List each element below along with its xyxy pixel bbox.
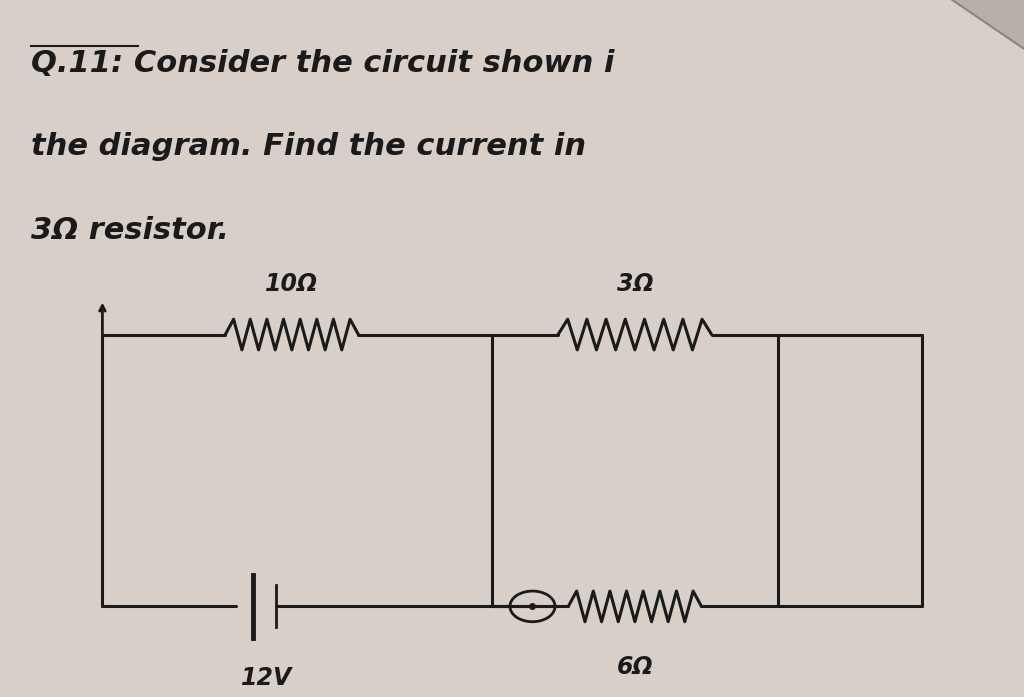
Text: 6Ω: 6Ω xyxy=(616,655,653,679)
Text: 3Ω: 3Ω xyxy=(616,273,653,296)
Text: 10Ω: 10Ω xyxy=(265,273,318,296)
Polygon shape xyxy=(952,0,1024,49)
Text: 12V: 12V xyxy=(241,666,292,689)
Text: Q.11: Consider the circuit shown i: Q.11: Consider the circuit shown i xyxy=(31,49,614,78)
Text: 3Ω resistor.: 3Ω resistor. xyxy=(31,216,228,245)
Text: the diagram. Find the current in: the diagram. Find the current in xyxy=(31,132,586,162)
